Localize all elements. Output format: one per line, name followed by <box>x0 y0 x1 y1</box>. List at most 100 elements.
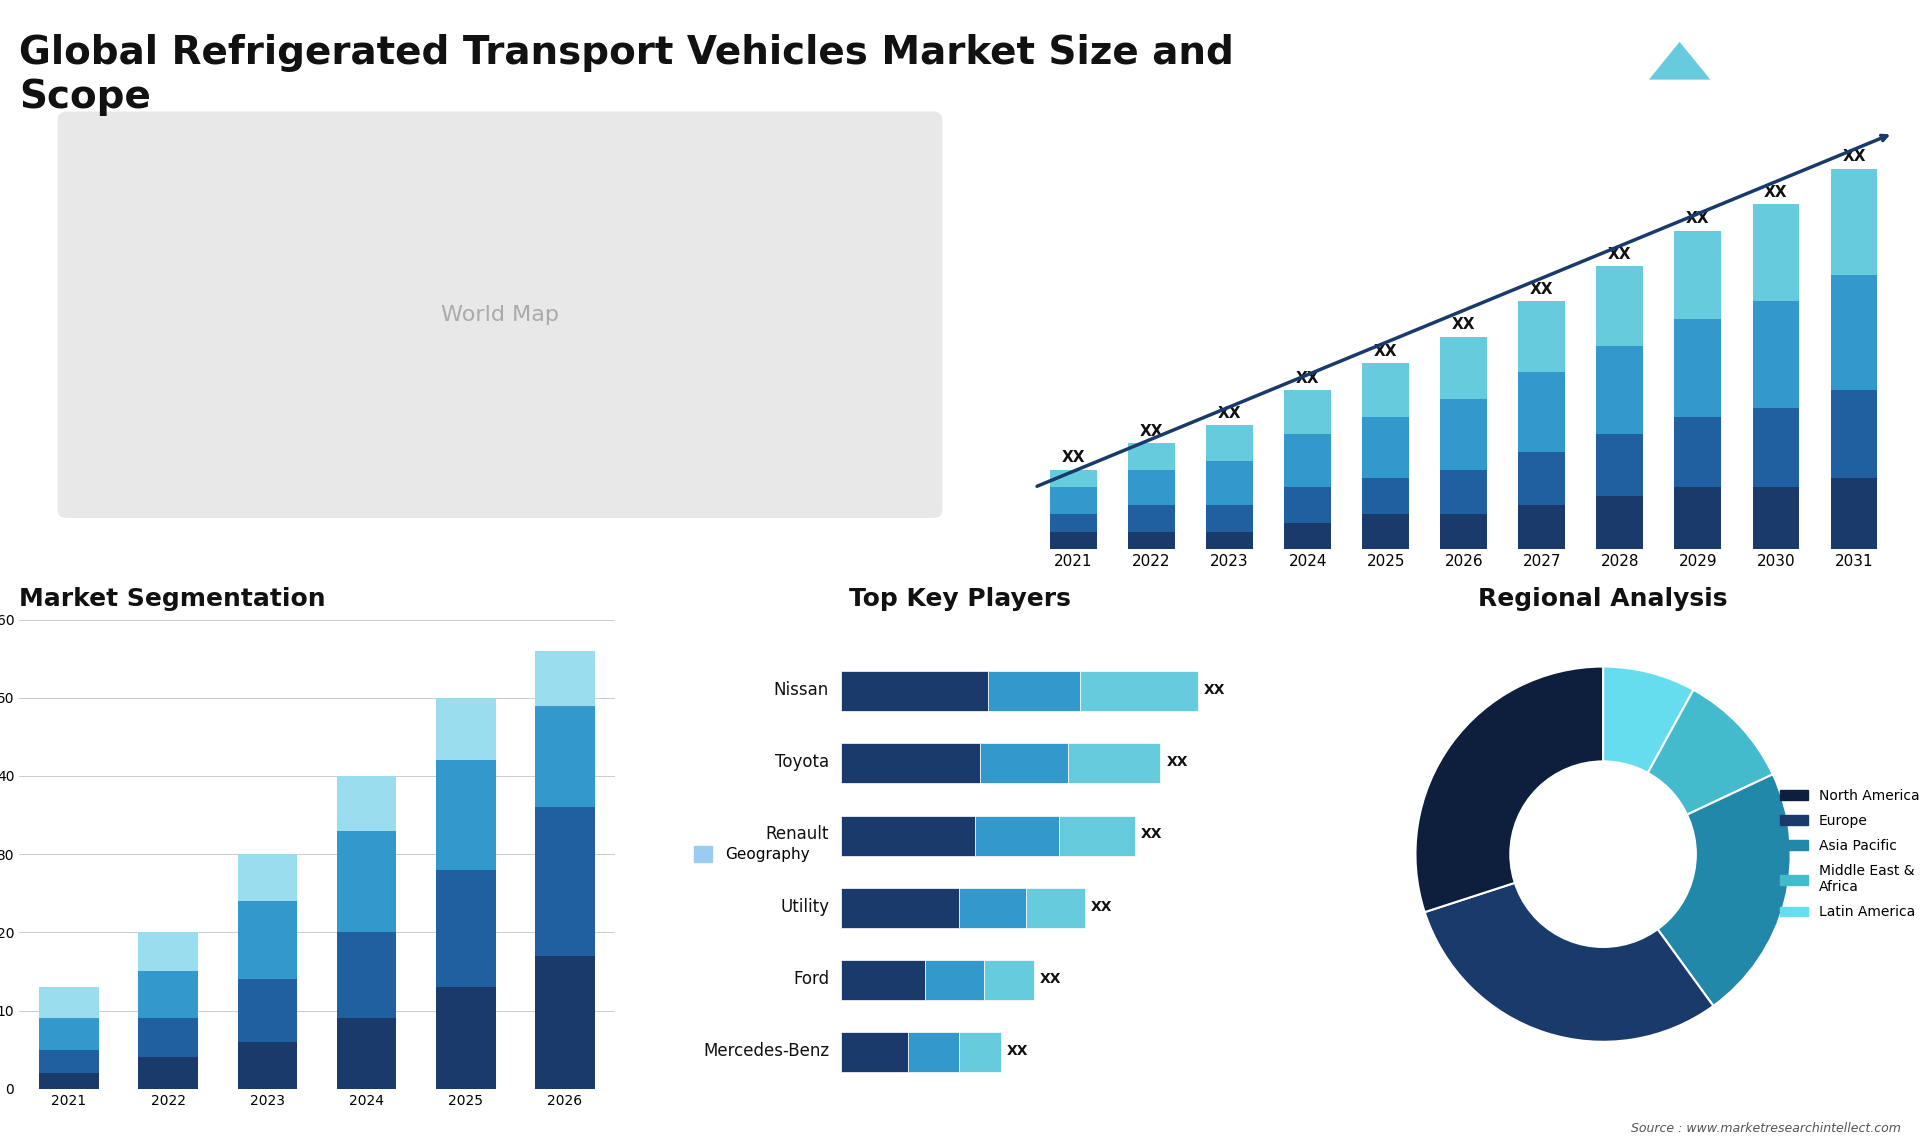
Bar <box>1129 470 1175 505</box>
Bar <box>1674 487 1722 549</box>
Bar <box>536 807 595 956</box>
Title: Regional Analysis: Regional Analysis <box>1478 587 1728 611</box>
Title: Top Key Players: Top Key Players <box>849 587 1071 611</box>
Bar <box>1284 523 1331 549</box>
Text: XX: XX <box>1530 282 1553 297</box>
Bar <box>1050 513 1096 532</box>
Bar <box>1519 372 1565 452</box>
Text: XX: XX <box>1165 755 1188 769</box>
FancyBboxPatch shape <box>925 960 983 1000</box>
FancyBboxPatch shape <box>1068 744 1160 784</box>
Bar <box>1519 452 1565 505</box>
Text: Renault: Renault <box>766 825 829 843</box>
Text: XX: XX <box>1841 149 1866 164</box>
Bar <box>1519 301 1565 372</box>
Wedge shape <box>1603 690 1772 854</box>
FancyBboxPatch shape <box>1081 672 1198 712</box>
FancyBboxPatch shape <box>841 744 979 784</box>
Bar <box>38 1073 98 1089</box>
Bar <box>1050 470 1096 487</box>
Bar <box>1753 408 1799 487</box>
Bar <box>38 987 98 1019</box>
Bar <box>1206 505 1254 532</box>
Bar <box>1129 532 1175 549</box>
Text: XX: XX <box>1764 185 1788 199</box>
Bar <box>1753 487 1799 549</box>
Bar <box>238 901 298 979</box>
FancyBboxPatch shape <box>1060 816 1135 856</box>
Bar <box>1830 168 1878 275</box>
Bar <box>1363 513 1409 549</box>
Bar <box>1363 363 1409 416</box>
Wedge shape <box>1415 667 1603 912</box>
FancyBboxPatch shape <box>841 888 958 928</box>
Text: XX: XX <box>1375 344 1398 359</box>
Bar <box>1440 337 1488 399</box>
Bar <box>1284 487 1331 523</box>
Text: XX: XX <box>1609 246 1632 261</box>
FancyBboxPatch shape <box>979 744 1068 784</box>
FancyBboxPatch shape <box>58 111 943 518</box>
Text: XX: XX <box>1452 317 1475 332</box>
Bar <box>138 1058 198 1089</box>
Bar <box>1284 434 1331 487</box>
Bar <box>1129 444 1175 470</box>
Bar <box>1596 266 1644 346</box>
Text: XX: XX <box>1006 1044 1027 1058</box>
Wedge shape <box>1603 667 1693 854</box>
Text: Toyota: Toyota <box>776 753 829 771</box>
Bar <box>1206 425 1254 461</box>
Bar <box>336 776 396 831</box>
Bar <box>1674 320 1722 416</box>
Legend: Geography: Geography <box>687 840 816 869</box>
Bar <box>536 956 595 1089</box>
Bar <box>138 1019 198 1058</box>
Bar <box>436 870 495 987</box>
Text: Market Segmentation: Market Segmentation <box>19 587 326 611</box>
Text: Mercedes-Benz: Mercedes-Benz <box>703 1042 829 1060</box>
Bar <box>138 933 198 972</box>
FancyBboxPatch shape <box>958 1033 1000 1073</box>
Text: XX: XX <box>1140 424 1164 439</box>
Wedge shape <box>1425 854 1713 1042</box>
Bar <box>1440 513 1488 549</box>
Bar <box>1830 275 1878 390</box>
Bar <box>1830 479 1878 549</box>
Bar <box>1363 416 1409 479</box>
Bar <box>1519 505 1565 549</box>
Bar <box>1206 532 1254 549</box>
Bar <box>1674 416 1722 487</box>
Text: XX: XX <box>1091 900 1112 913</box>
Text: XX: XX <box>1686 211 1709 226</box>
Bar <box>238 1042 298 1089</box>
Bar <box>1596 496 1644 549</box>
FancyBboxPatch shape <box>1025 888 1085 928</box>
Bar <box>536 706 595 807</box>
Bar <box>238 854 298 901</box>
Bar <box>1674 230 1722 320</box>
Text: XX: XX <box>1204 683 1225 697</box>
Bar <box>1753 204 1799 301</box>
Text: XX: XX <box>1041 972 1062 986</box>
Text: XX: XX <box>1217 406 1242 421</box>
FancyBboxPatch shape <box>841 672 989 712</box>
Bar <box>436 987 495 1089</box>
Bar <box>436 698 495 760</box>
Bar <box>336 1019 396 1089</box>
Bar <box>1284 390 1331 434</box>
Bar <box>536 651 595 706</box>
Text: MARKET
RESEARCH
INTELLECT: MARKET RESEARCH INTELLECT <box>1715 68 1780 104</box>
Bar <box>336 933 396 1019</box>
Polygon shape <box>1619 42 1680 79</box>
Text: XX: XX <box>1296 370 1319 385</box>
Bar <box>1050 532 1096 549</box>
Wedge shape <box>1603 775 1791 1006</box>
Polygon shape <box>1649 42 1711 79</box>
Bar <box>1596 346 1644 434</box>
Bar <box>1440 399 1488 470</box>
FancyBboxPatch shape <box>983 960 1035 1000</box>
Bar <box>1206 461 1254 505</box>
Bar <box>336 831 396 933</box>
FancyBboxPatch shape <box>958 888 1025 928</box>
Bar <box>1753 301 1799 408</box>
